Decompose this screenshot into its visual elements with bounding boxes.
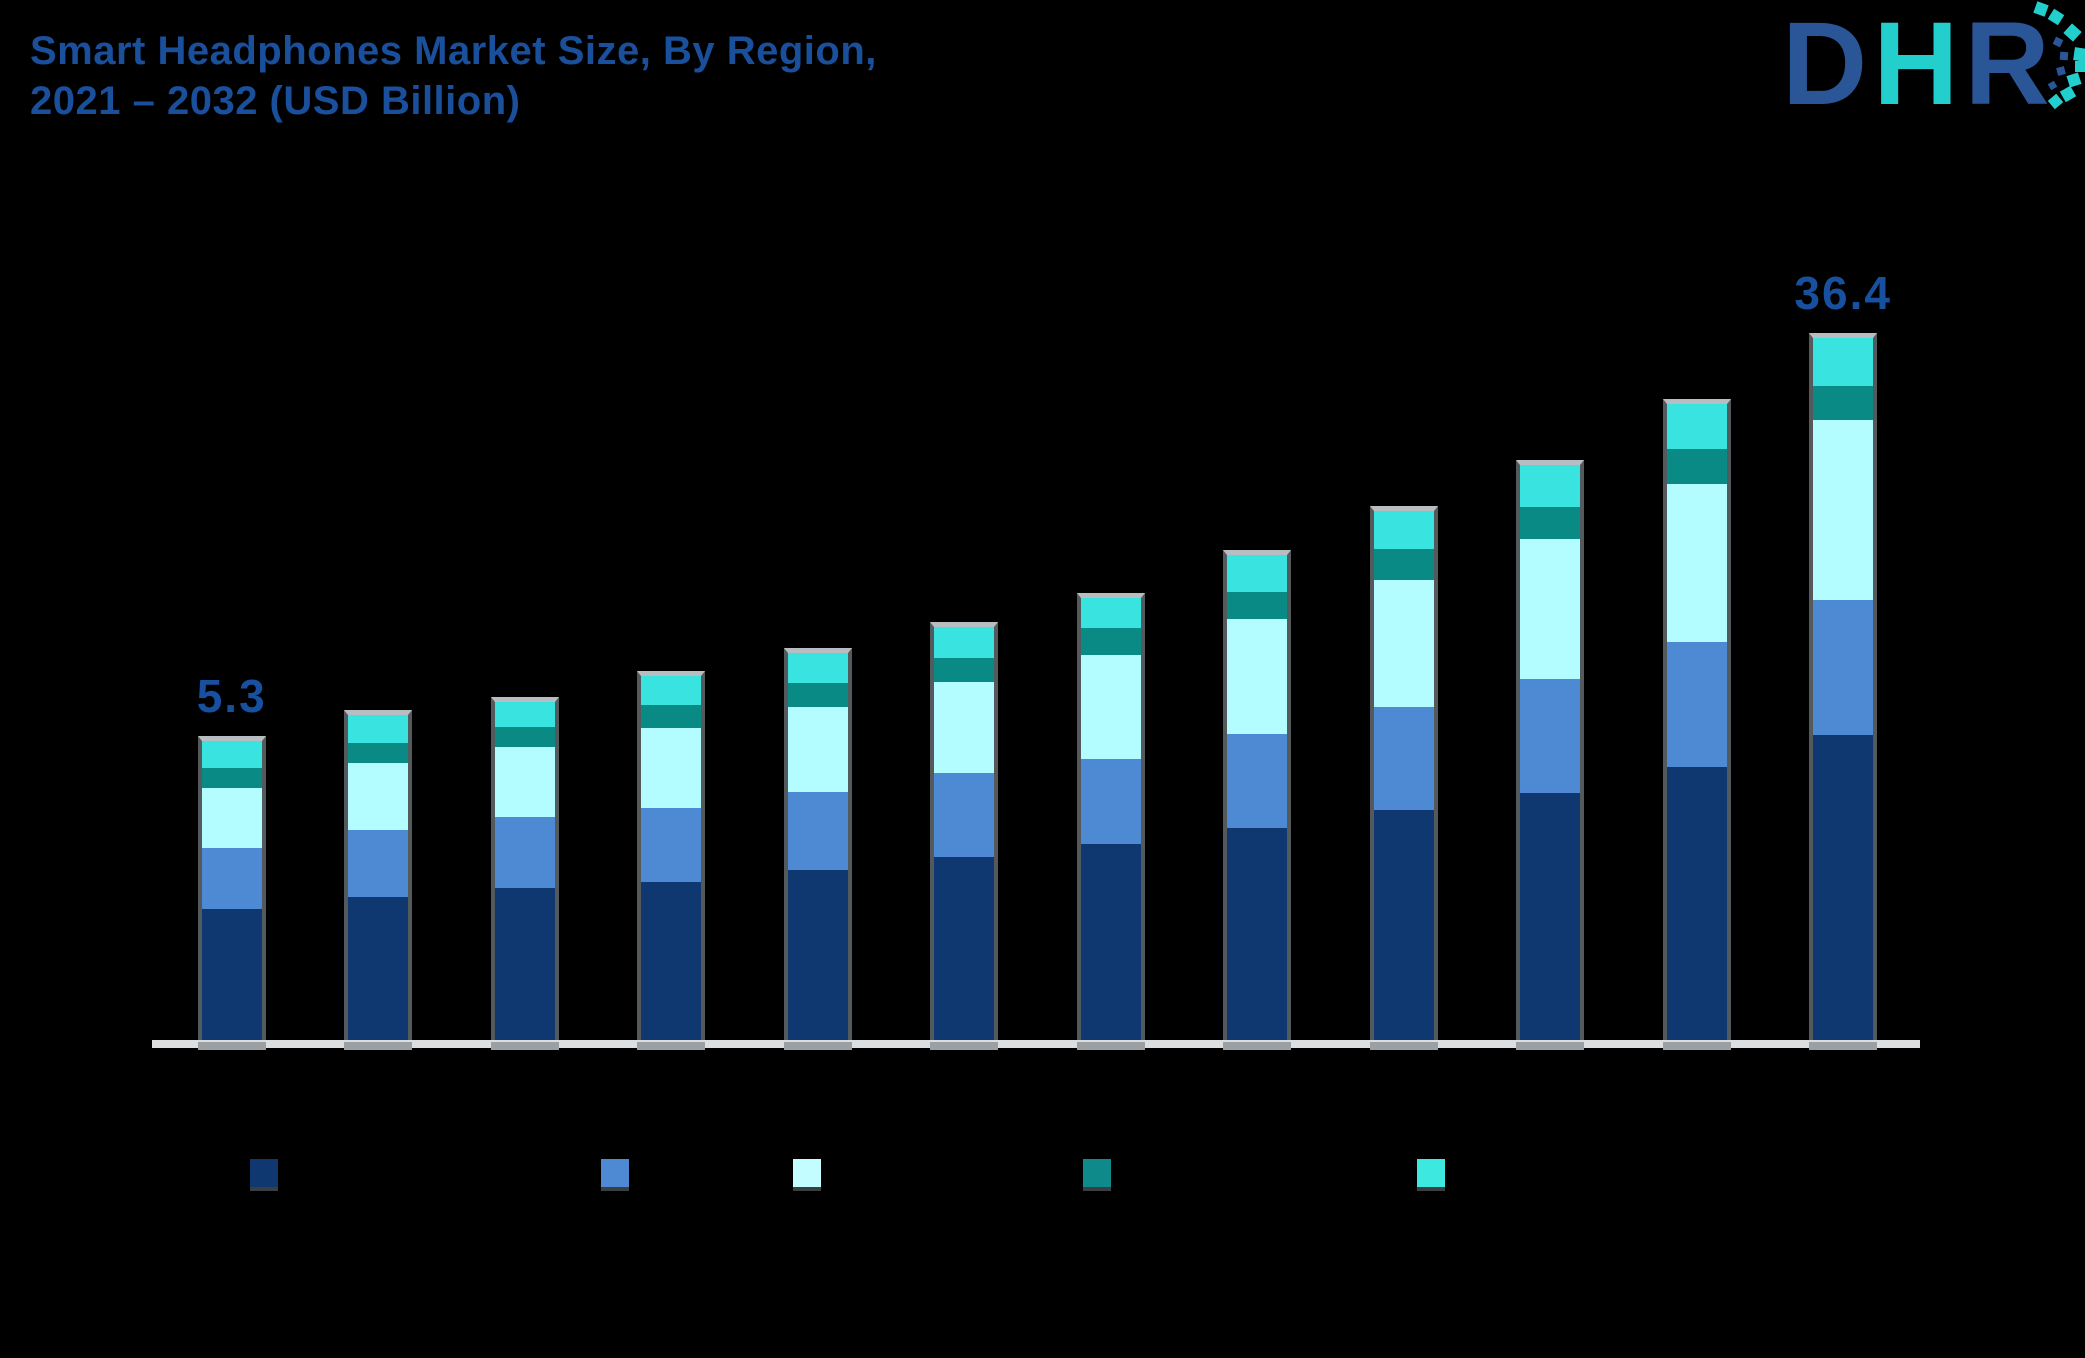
bar-2026 [930, 622, 999, 1050]
segment-turquoise [494, 702, 555, 727]
bar-2032: 36.4 [1794, 267, 1890, 1050]
segment-teal [1227, 592, 1288, 619]
segment-navy [348, 897, 409, 1040]
segment-navy [494, 888, 555, 1040]
bar-2028 [1223, 550, 1292, 1050]
dhr-logo: D H R [1782, 1, 2085, 130]
segment-navy [1813, 735, 1874, 1040]
segment-navy [1227, 828, 1288, 1040]
segment-turquoise [787, 653, 848, 683]
segment-light-cyan [787, 707, 848, 792]
chart-title-line1: Smart Headphones Market Size, By Region, [30, 29, 877, 73]
segment-teal [1813, 386, 1874, 420]
segment-navy [641, 882, 702, 1040]
segment-turquoise [1813, 338, 1874, 386]
segment-navy [934, 857, 995, 1040]
logo-letter-d: D [1782, 0, 1867, 130]
segment-teal [641, 705, 702, 728]
segment-light-cyan [1666, 484, 1727, 642]
segment-medium-blue [1666, 642, 1727, 767]
segment-teal [934, 658, 995, 682]
segment-turquoise [348, 715, 409, 743]
legend-swatch-turquoise [1417, 1159, 1445, 1187]
segment-light-cyan [1373, 580, 1434, 707]
segment-light-cyan [1520, 539, 1581, 679]
segment-medium-blue [641, 808, 702, 882]
bar-2030 [1516, 460, 1585, 1050]
segment-teal [348, 743, 409, 763]
segment-turquoise [1373, 511, 1434, 549]
segment-light-cyan [494, 747, 555, 817]
chart-title: Smart Headphones Market Size, By Region,… [30, 26, 877, 126]
segment-light-cyan [201, 788, 262, 848]
segment-teal [1373, 549, 1434, 580]
legend-swatch-teal [1083, 1159, 1111, 1187]
segment-light-cyan [1080, 655, 1141, 759]
segment-teal [1666, 449, 1727, 484]
bar-value-label: 5.3 [196, 670, 267, 722]
bar-2027 [1076, 593, 1145, 1050]
legend-swatch-light-cyan [793, 1159, 821, 1187]
bar-2031 [1662, 399, 1731, 1050]
segment-medium-blue [494, 817, 555, 888]
bar-2021: 5.3 [197, 670, 266, 1050]
bar-2023 [490, 697, 559, 1050]
segment-navy [201, 909, 262, 1040]
segment-light-cyan [348, 763, 409, 830]
bar-2024 [637, 671, 706, 1050]
segment-teal [1080, 628, 1141, 655]
segment-turquoise [201, 741, 262, 768]
segment-teal [494, 727, 555, 747]
segment-navy [1520, 793, 1581, 1040]
segment-medium-blue [348, 830, 409, 897]
segment-turquoise [1520, 465, 1581, 507]
segment-light-cyan [1227, 619, 1288, 734]
legend-swatch-navy [250, 1159, 278, 1187]
segment-navy [1373, 810, 1434, 1040]
segment-navy [787, 870, 848, 1040]
segment-navy [1666, 767, 1727, 1040]
dhr-logo-letters: D H R [1782, 4, 2084, 124]
segment-medium-blue [1373, 707, 1434, 810]
segment-medium-blue [787, 792, 848, 870]
segment-teal [1520, 507, 1581, 539]
segment-teal [201, 768, 262, 788]
segment-medium-blue [201, 848, 262, 909]
logo-letter-r: R [1964, 0, 2049, 130]
segment-turquoise [1227, 555, 1288, 592]
segment-navy [1080, 844, 1141, 1040]
segment-medium-blue [1080, 759, 1141, 844]
segment-medium-blue [1813, 600, 1874, 735]
bar-2025 [783, 648, 852, 1050]
legend-swatch-medium-blue [601, 1159, 629, 1187]
segment-turquoise [1666, 404, 1727, 449]
segment-light-cyan [641, 728, 702, 808]
segment-light-cyan [1813, 420, 1874, 600]
chart-title-line2: 2021 – 2032 (USD Billion) [30, 79, 521, 123]
bar-value-label: 36.4 [1794, 267, 1892, 319]
segment-medium-blue [1227, 734, 1288, 828]
logo-dot [2075, 61, 2085, 72]
logo-letter-h: H [1873, 0, 1958, 130]
segment-medium-blue [934, 773, 995, 857]
segment-teal [787, 683, 848, 707]
x-axis-line [152, 1040, 1920, 1048]
bar-2022 [344, 710, 413, 1050]
segment-turquoise [934, 627, 995, 658]
segment-light-cyan [934, 682, 995, 773]
segment-turquoise [1080, 598, 1141, 628]
segment-turquoise [641, 676, 702, 705]
bar-2029 [1369, 506, 1438, 1050]
segment-medium-blue [1520, 679, 1581, 793]
